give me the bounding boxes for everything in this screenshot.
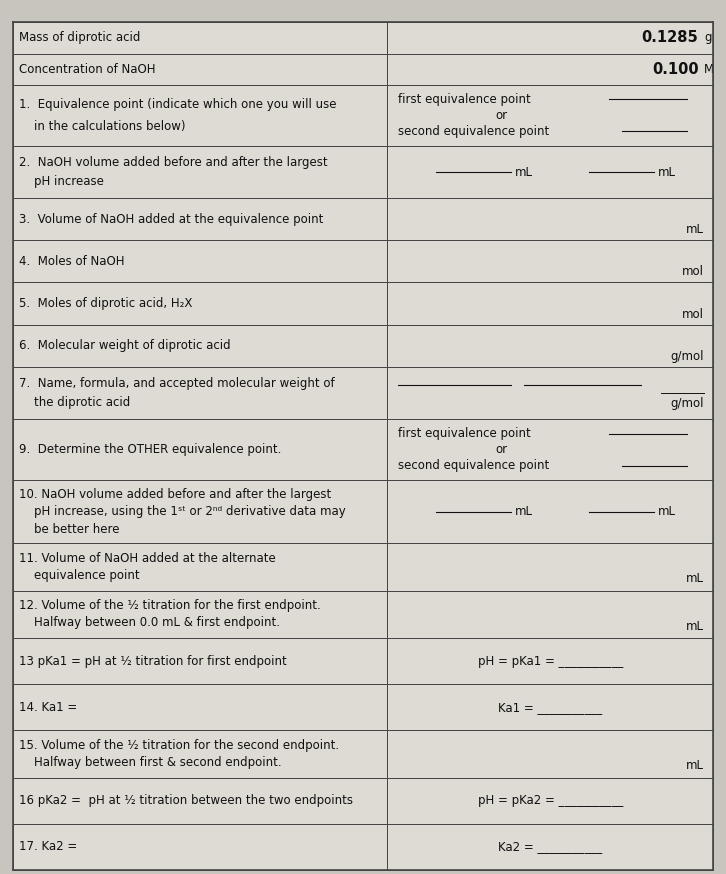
Bar xyxy=(388,591,713,638)
Text: or: or xyxy=(495,443,507,456)
Bar xyxy=(388,419,713,480)
Text: first equivalence point: first equivalence point xyxy=(399,93,531,106)
Bar xyxy=(388,367,713,419)
Text: 11. Volume of NaOH added at the alternate: 11. Volume of NaOH added at the alternat… xyxy=(19,551,276,565)
Bar xyxy=(388,282,713,324)
Text: Ka1 = ___________: Ka1 = ___________ xyxy=(498,701,603,714)
Text: Halfway between 0.0 mL & first endpoint.: Halfway between 0.0 mL & first endpoint. xyxy=(19,616,280,629)
Text: g/mol: g/mol xyxy=(671,350,704,363)
Bar xyxy=(388,778,713,823)
Text: 0.1285: 0.1285 xyxy=(642,31,698,45)
Text: 17. Ka2 =: 17. Ka2 = xyxy=(19,840,77,853)
Bar xyxy=(13,419,388,480)
Text: 4.  Moles of NaOH: 4. Moles of NaOH xyxy=(19,255,124,268)
Text: Ka2 = ___________: Ka2 = ___________ xyxy=(498,840,603,853)
Text: 16 pKa2 =  pH at ½ titration between the two endpoints: 16 pKa2 = pH at ½ titration between the … xyxy=(19,794,353,808)
Bar xyxy=(388,480,713,543)
Bar xyxy=(388,85,713,146)
Bar xyxy=(13,324,388,367)
Text: 12. Volume of the ½ titration for the first endpoint.: 12. Volume of the ½ titration for the fi… xyxy=(19,600,321,613)
Bar xyxy=(13,778,388,823)
Text: mL: mL xyxy=(515,505,533,518)
Text: mL: mL xyxy=(658,505,676,518)
Text: g/mol: g/mol xyxy=(671,397,704,410)
Text: pH = pKa1 = ___________: pH = pKa1 = ___________ xyxy=(478,655,623,668)
Text: g: g xyxy=(704,31,711,45)
Text: M: M xyxy=(704,63,714,76)
Bar xyxy=(13,730,388,778)
Text: pH increase: pH increase xyxy=(19,175,104,188)
Text: 0.100: 0.100 xyxy=(652,62,698,77)
Text: 9.  Determine the OTHER equivalence point.: 9. Determine the OTHER equivalence point… xyxy=(19,443,281,456)
Bar xyxy=(388,823,713,870)
Text: first equivalence point: first equivalence point xyxy=(399,427,531,440)
Text: 15. Volume of the ½ titration for the second endpoint.: 15. Volume of the ½ titration for the se… xyxy=(19,739,339,752)
Text: mol: mol xyxy=(682,266,704,279)
Text: mL: mL xyxy=(686,760,704,773)
Text: 6.  Molecular weight of diprotic acid: 6. Molecular weight of diprotic acid xyxy=(19,339,230,352)
Bar xyxy=(388,198,713,240)
Bar xyxy=(388,22,713,54)
Bar xyxy=(13,684,388,730)
Text: 10. NaOH volume added before and after the largest: 10. NaOH volume added before and after t… xyxy=(19,488,331,501)
Text: 13 pKa1 = pH at ½ titration for first endpoint: 13 pKa1 = pH at ½ titration for first en… xyxy=(19,655,287,668)
Text: second equivalence point: second equivalence point xyxy=(399,125,550,138)
Text: 2.  NaOH volume added before and after the largest: 2. NaOH volume added before and after th… xyxy=(19,156,327,170)
Text: Halfway between first & second endpoint.: Halfway between first & second endpoint. xyxy=(19,756,282,769)
Bar xyxy=(388,324,713,367)
Bar xyxy=(13,282,388,324)
Bar xyxy=(13,480,388,543)
Text: Mass of diprotic acid: Mass of diprotic acid xyxy=(19,31,140,45)
Bar xyxy=(13,54,388,85)
Text: mL: mL xyxy=(686,572,704,586)
Text: pH increase, using the 1ˢᵗ or 2ⁿᵈ derivative data may: pH increase, using the 1ˢᵗ or 2ⁿᵈ deriva… xyxy=(19,505,346,518)
Text: be better here: be better here xyxy=(19,523,119,536)
Text: the diprotic acid: the diprotic acid xyxy=(19,396,130,409)
Bar xyxy=(388,730,713,778)
Text: 7.  Name, formula, and accepted molecular weight of: 7. Name, formula, and accepted molecular… xyxy=(19,377,335,390)
Text: mL: mL xyxy=(686,223,704,236)
Bar xyxy=(388,543,713,591)
Bar xyxy=(388,54,713,85)
Text: mL: mL xyxy=(658,165,676,178)
Text: mol: mol xyxy=(682,308,704,321)
Bar xyxy=(388,684,713,730)
Text: in the calculations below): in the calculations below) xyxy=(19,120,185,133)
Text: or: or xyxy=(495,109,507,121)
Bar xyxy=(13,591,388,638)
Bar xyxy=(388,638,713,684)
Text: 14. Ka1 =: 14. Ka1 = xyxy=(19,701,77,714)
Bar xyxy=(388,240,713,282)
Bar xyxy=(13,146,388,198)
Bar xyxy=(13,240,388,282)
Text: mL: mL xyxy=(686,620,704,633)
Bar xyxy=(13,198,388,240)
Bar xyxy=(13,85,388,146)
Text: 3.  Volume of NaOH added at the equivalence point: 3. Volume of NaOH added at the equivalen… xyxy=(19,212,323,225)
Bar xyxy=(13,543,388,591)
Bar xyxy=(13,22,388,54)
Text: Concentration of NaOH: Concentration of NaOH xyxy=(19,63,155,76)
Text: equivalence point: equivalence point xyxy=(19,569,139,582)
Text: 5.  Moles of diprotic acid, H₂X: 5. Moles of diprotic acid, H₂X xyxy=(19,297,192,310)
Bar xyxy=(13,823,388,870)
Text: mL: mL xyxy=(515,165,533,178)
Bar xyxy=(13,367,388,419)
Text: 1.  Equivalence point (indicate which one you will use: 1. Equivalence point (indicate which one… xyxy=(19,98,336,111)
Bar xyxy=(388,146,713,198)
Text: second equivalence point: second equivalence point xyxy=(399,459,550,472)
Bar xyxy=(13,638,388,684)
Text: pH = pKa2 = ___________: pH = pKa2 = ___________ xyxy=(478,794,623,808)
